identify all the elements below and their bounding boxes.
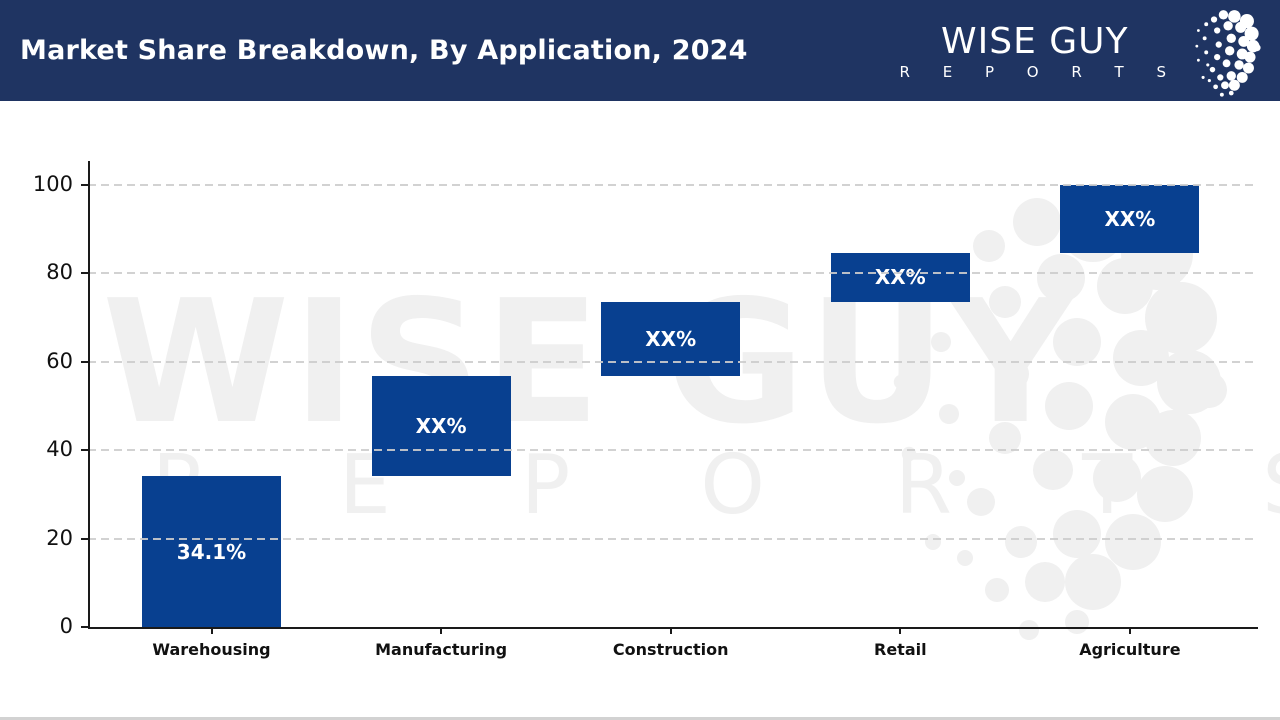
x-tick-0 [210,627,213,634]
logo-reports-label: R E P O R T S [899,62,1180,81]
x-axis-spine [88,627,1258,629]
x-category-label: Construction [612,640,729,659]
bar-value-label: XX% [874,265,926,290]
y-tick-label-60: 60 [46,348,73,373]
y-tick-label-0: 0 [59,614,73,638]
footer-divider [0,717,1280,720]
x-category-label: Agriculture [1079,640,1181,659]
bar-value-label: XX% [645,326,697,351]
y-tick-80 [81,272,88,275]
logo-head-dots-icon [1184,7,1266,97]
x-tick-1 [440,627,443,634]
logo-text: WISE GUY R E P O R T S [890,23,1180,81]
y-tick-20 [81,537,88,540]
gridline-100 [88,184,1256,186]
bar-value-label: XX% [1104,206,1156,231]
watermark-head-dots-logo [845,178,1245,646]
y-tick-100 [81,184,88,186]
header-bar: Market Share Breakdown, By Application, … [0,0,1280,101]
x-category-label: Manufacturing [375,640,508,659]
bar-construction: XX% [601,301,741,376]
gridline-60 [88,360,1256,363]
y-tick-60 [81,360,88,363]
bar-retail: XX% [830,252,970,302]
x-category-label: Warehousing [152,640,271,659]
bar-warehousing: 34.1% [142,476,281,627]
y-tick-label-40: 40 [46,437,73,462]
bar-value-label: 34.1% [176,539,247,564]
y-axis-spine [88,161,90,629]
x-tick-4 [1128,627,1131,634]
x-tick-2 [669,627,672,634]
x-tick-3 [899,627,902,634]
gridline-20 [88,537,1256,540]
y-tick-label-80: 80 [46,260,73,285]
gridline-40 [88,449,1256,452]
page-title: Market Share Breakdown, By Application, … [20,35,748,66]
y-tick-label-20: 20 [46,525,73,550]
bar-manufacturing: XX% [371,375,511,477]
wise-guy-reports-logo: WISE GUY R E P O R T S [890,6,1266,98]
bar-value-label: XX% [415,414,467,439]
bar-agriculture: XX% [1060,185,1200,253]
gridline-80 [88,272,1256,275]
y-tick-0 [81,626,88,628]
y-tick-label-100: 100 [32,172,73,196]
y-tick-40 [81,449,88,452]
logo-wiseguy-label: WISE GUY [941,21,1129,63]
x-category-label: Retail [874,640,927,659]
